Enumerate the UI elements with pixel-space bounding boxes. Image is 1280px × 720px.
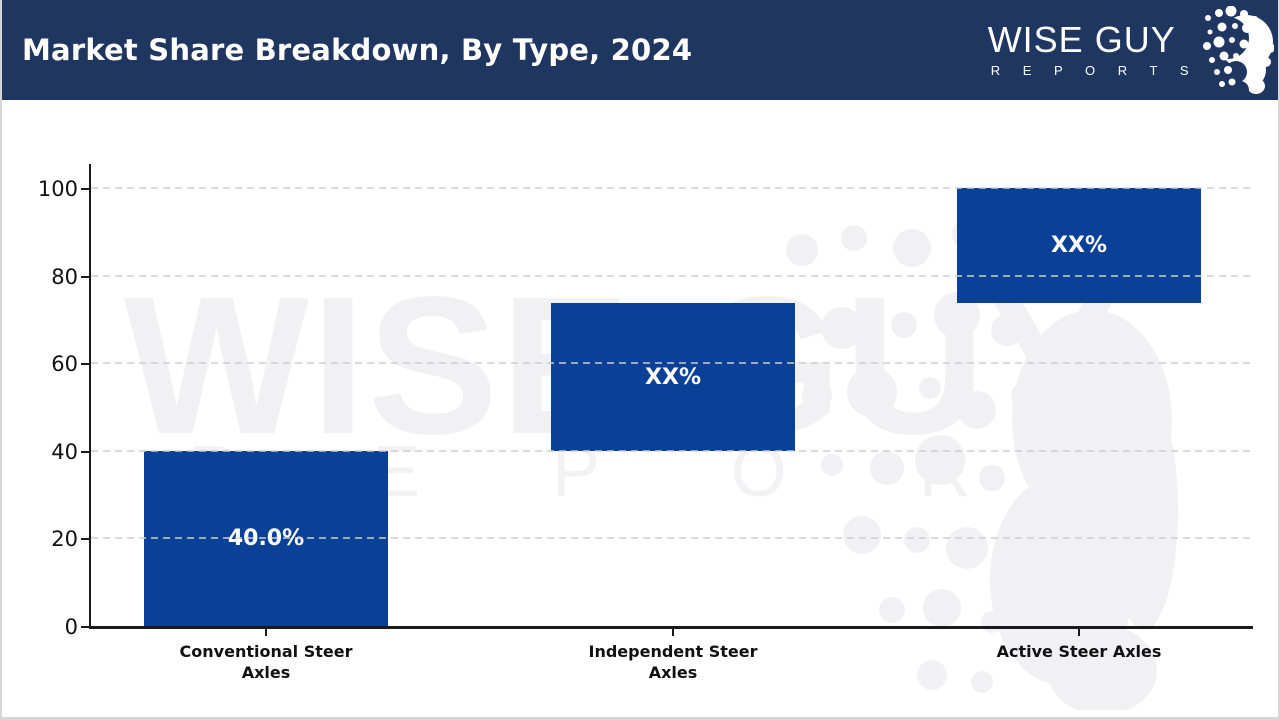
x-category-label-2: Independent Steer Axles	[588, 642, 758, 683]
y-tick-label-100: 100	[37, 177, 78, 201]
wiseguy-reports-text: R E P O R T S	[990, 63, 1198, 78]
y-tick-0	[81, 626, 89, 628]
y-tick-20	[81, 538, 89, 540]
y-tick-label-40: 40	[51, 440, 78, 464]
gridline-y60	[91, 362, 1253, 364]
header-bar: Market Share Breakdown, By Type, 2024 WI…	[2, 0, 1278, 100]
x-axis-line	[89, 626, 1253, 629]
x-category-label-1: Conventional Steer Axles	[179, 642, 353, 683]
y-axis-line	[89, 164, 91, 629]
y-tick-label-20: 20	[51, 527, 78, 551]
gridline-y40	[91, 450, 1253, 452]
bar-segment-3: XX%	[957, 188, 1201, 303]
y-tick-40	[81, 451, 89, 453]
gridline-y80	[91, 275, 1253, 277]
bar-value-label-3: XX%	[1051, 233, 1107, 258]
y-tick-label-0: 0	[64, 615, 78, 639]
wiseguy-wordmark: WISE GUY	[987, 19, 1176, 60]
bar-segment-2: XX%	[551, 303, 795, 451]
y-tick-label-80: 80	[51, 265, 78, 289]
wiseguy-face-icon	[1203, 6, 1274, 94]
gridline-y100	[91, 187, 1253, 189]
wiseguy-logo-text: WISE GUY R E P O R T S	[987, 19, 1198, 79]
bar-value-label-2: XX%	[645, 364, 701, 390]
y-tick-80	[81, 276, 89, 278]
x-tick-1	[265, 629, 267, 636]
wiseguy-logo: WISE GUY R E P O R T S	[988, 0, 1274, 100]
x-tick-2	[672, 629, 674, 636]
x-category-label-3: Active Steer Axles	[996, 642, 1162, 661]
y-tick-60	[81, 363, 89, 365]
x-tick-3	[1078, 629, 1080, 636]
gridline-y20	[91, 537, 1253, 539]
y-tick-100	[81, 188, 89, 190]
page-title: Market Share Breakdown, By Type, 2024	[22, 33, 693, 67]
y-tick-label-60: 60	[51, 352, 78, 376]
